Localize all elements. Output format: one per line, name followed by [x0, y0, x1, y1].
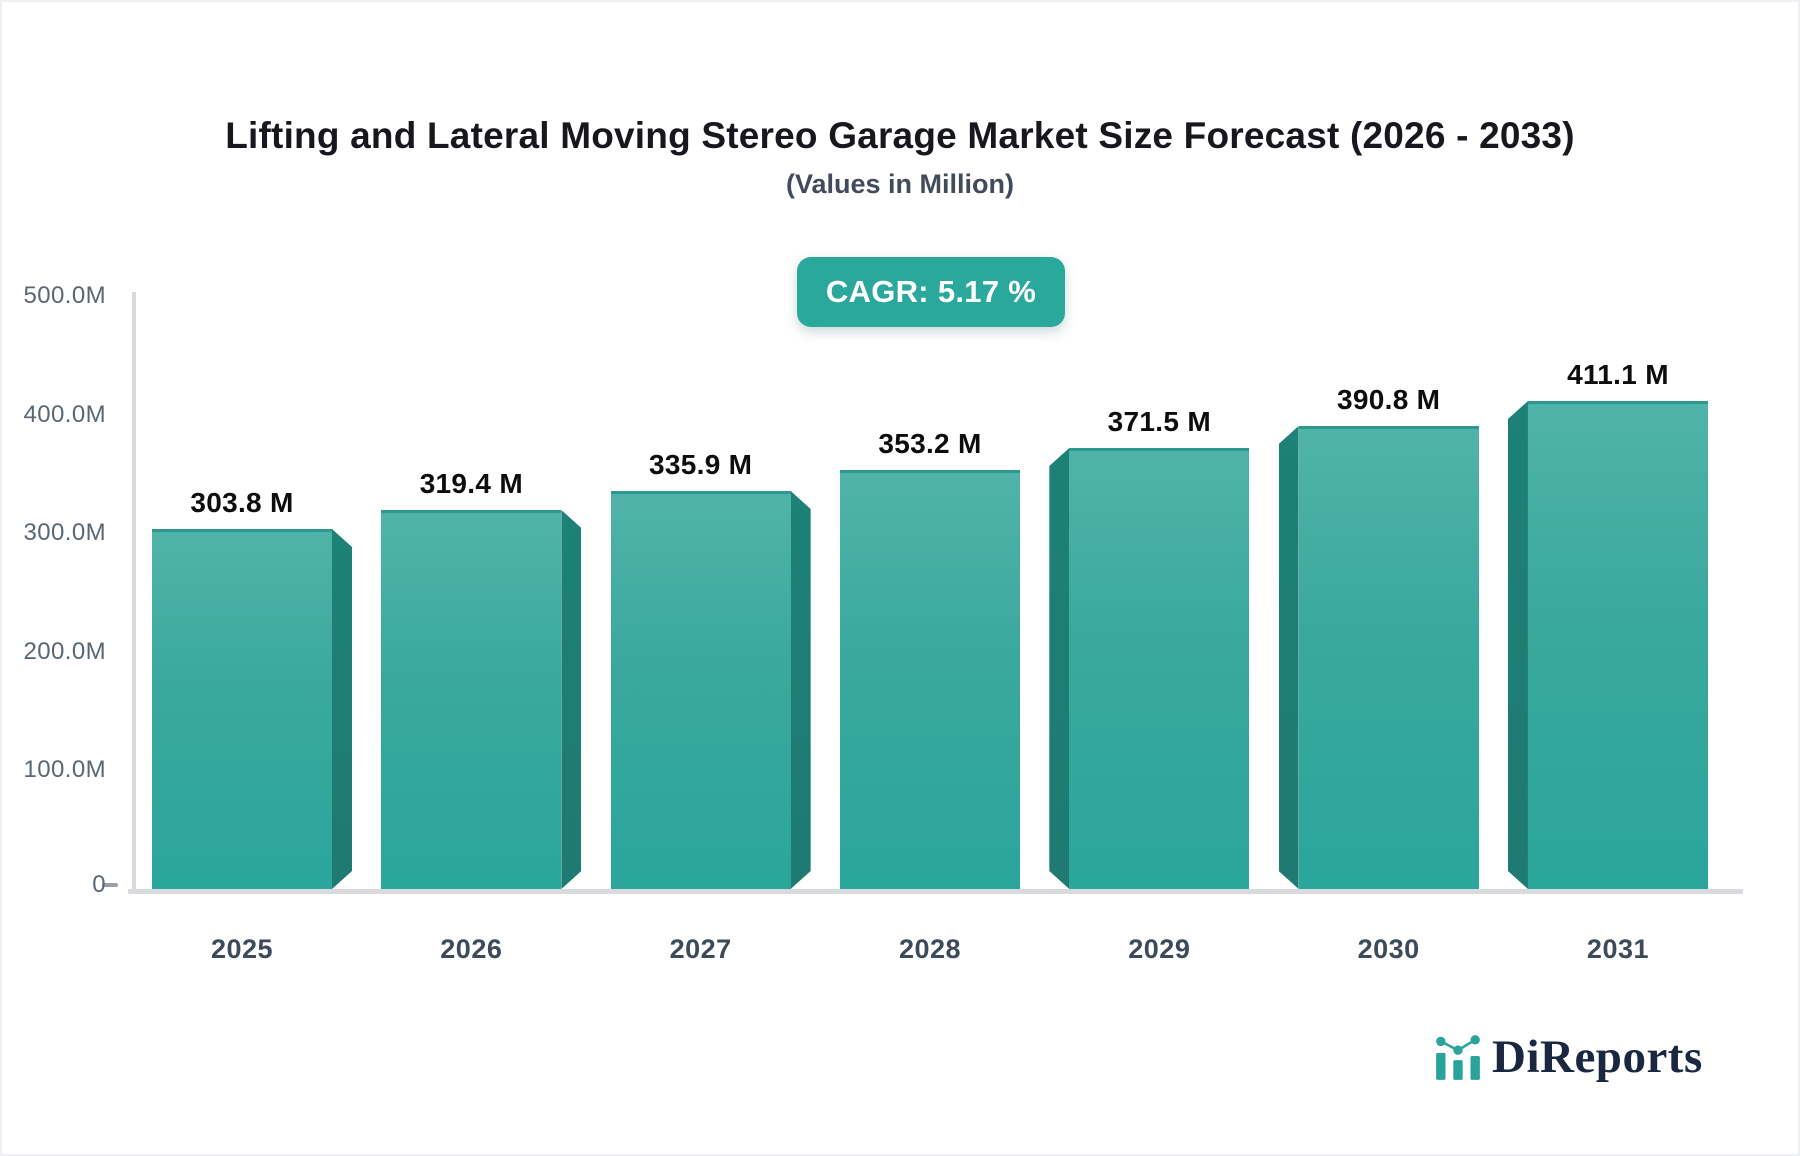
bar-2030	[1298, 426, 1479, 889]
bar-2025	[152, 529, 332, 889]
bar-value-label: 353.2 M	[878, 428, 982, 459]
x-tick-label: 2030	[1357, 934, 1420, 964]
x-tick-label: 2029	[1128, 934, 1191, 964]
mini-bar-line-chart-icon	[1436, 1035, 1480, 1080]
bar-side-face	[791, 491, 811, 889]
bar-value-label: 411.1 M	[1567, 359, 1669, 390]
cagr-badge: CAGR: 5.17 %	[797, 257, 1065, 327]
bar-value-label: 319.4 M	[419, 468, 523, 499]
bar-side-face	[561, 510, 581, 889]
bar-side-face	[1508, 401, 1528, 889]
y-tick-label: 200.0M	[23, 637, 106, 665]
y-tick-label: 500.0M	[23, 282, 106, 309]
bar-2031	[1527, 401, 1708, 889]
bar-2028	[839, 470, 1020, 889]
x-tick-label: 2031	[1586, 934, 1649, 964]
bar-value-label: 335.9 M	[649, 449, 753, 480]
bar-value-label: 303.8 M	[190, 487, 294, 518]
x-axis-baseline	[128, 889, 1743, 894]
x-tick-label: 2027	[669, 934, 732, 964]
y-tick-label: 400.0M	[23, 400, 106, 428]
y-tick-label: 300.0M	[23, 519, 106, 547]
bar-2027	[610, 491, 791, 889]
y-tick-label: 0	[92, 871, 106, 898]
bar-2029	[1069, 448, 1250, 889]
bar-side-face	[332, 529, 352, 889]
x-tick-label: 2026	[440, 934, 503, 964]
logo: DiReports	[1434, 1032, 1703, 1082]
logo-text: DiReports	[1492, 1030, 1703, 1083]
bar-value-label: 371.5 M	[1107, 406, 1211, 437]
bar-value-label: 390.8 M	[1337, 384, 1441, 415]
chart-title: Lifting and Lateral Moving Stereo Garage…	[225, 115, 1575, 156]
chart-subtitle: (Values in Million)	[785, 169, 1015, 199]
bar-side-face	[1049, 448, 1069, 889]
x-tick-label: 2025	[210, 934, 274, 964]
x-tick-label: 2028	[898, 934, 962, 964]
bar-side-face	[1279, 426, 1299, 889]
y-tick-label: 100.0M	[23, 756, 106, 784]
zero-tick-dash	[102, 883, 118, 887]
bar-2026	[381, 510, 562, 889]
y-axis-line	[132, 292, 136, 889]
